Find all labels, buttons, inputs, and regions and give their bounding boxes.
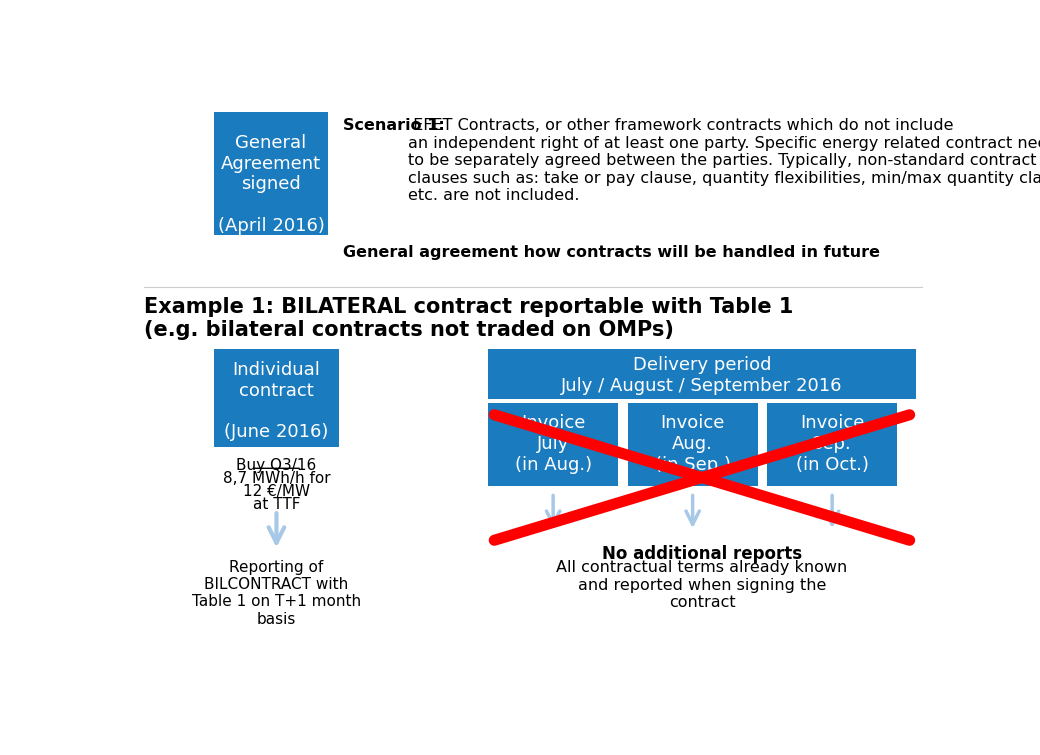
Text: All contractual terms already known
and reported when signing the
contract: All contractual terms already known and …	[556, 560, 848, 610]
FancyBboxPatch shape	[627, 403, 758, 486]
Text: .: .	[777, 545, 782, 563]
Text: 8,7 MWh/h for: 8,7 MWh/h for	[223, 471, 331, 486]
Text: General
Agreement
signed

(April 2016): General Agreement signed (April 2016)	[217, 134, 324, 235]
Text: Example 1: BILATERAL contract reportable with Table 1: Example 1: BILATERAL contract reportable…	[144, 297, 794, 317]
Text: Invoice
Sep.
(in Oct.): Invoice Sep. (in Oct.)	[796, 414, 868, 473]
Text: No additional reports: No additional reports	[602, 545, 802, 563]
FancyBboxPatch shape	[213, 349, 339, 447]
FancyBboxPatch shape	[768, 403, 898, 486]
FancyBboxPatch shape	[488, 349, 916, 399]
Text: Buy Q3/16: Buy Q3/16	[236, 458, 316, 473]
Text: 12 €/MW: 12 €/MW	[243, 484, 310, 499]
Text: (e.g. bilateral contracts not traded on OMPs): (e.g. bilateral contracts not traded on …	[144, 320, 674, 340]
Text: General agreement how contracts will be handled in future: General agreement how contracts will be …	[343, 245, 880, 260]
Text: Reporting of
BILCONTRACT with
Table 1 on T+1 month
basis: Reporting of BILCONTRACT with Table 1 on…	[192, 559, 361, 627]
FancyBboxPatch shape	[213, 112, 329, 236]
Text: Scenario 1:: Scenario 1:	[343, 119, 445, 134]
Text: at TTF: at TTF	[253, 497, 301, 512]
Text: Delivery period
July / August / September 2016: Delivery period July / August / Septembe…	[562, 356, 842, 395]
FancyBboxPatch shape	[488, 403, 618, 486]
Text: Invoice
July
(in Aug.): Invoice July (in Aug.)	[515, 414, 592, 473]
Text: EFET Contracts, or other framework contracts which do not include
an independent: EFET Contracts, or other framework contr…	[409, 119, 1040, 203]
Text: Invoice
Aug.
(in Sep.): Invoice Aug. (in Sep.)	[654, 414, 731, 473]
Text: Individual
contract

(June 2016): Individual contract (June 2016)	[225, 361, 329, 441]
